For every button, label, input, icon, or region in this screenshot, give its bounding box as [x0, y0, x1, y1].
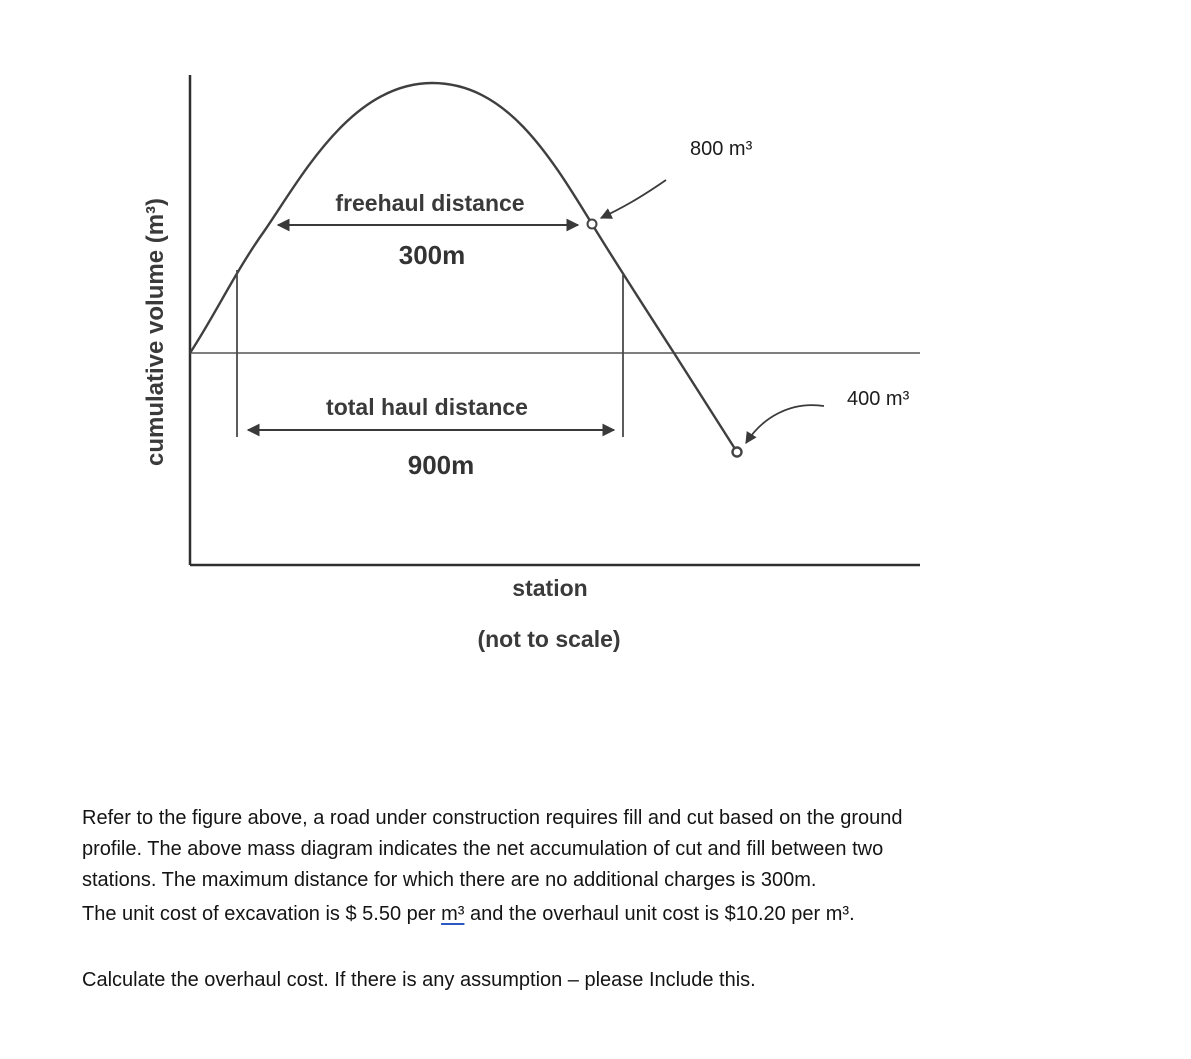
problem-line-3: stations. The maximum distance for which…: [82, 869, 817, 891]
mass-diagram-figure: cumulative volume (m³) freehaul distance…: [142, 75, 920, 652]
mass-diagram-svg: [188, 75, 920, 567]
unit-cost-underlined-unit: m³: [441, 903, 465, 925]
question-line: Calculate the overhaul cost. If there is…: [82, 969, 756, 991]
problem-text: Refer to the figure above, a road under …: [82, 803, 1062, 996]
x-axis-label: station: [512, 575, 588, 601]
freehaul-distance-label: freehaul distance: [335, 190, 525, 216]
problem-line-2: profile. The above mass diagram indicate…: [82, 838, 884, 860]
volume-400-annotation: 400 m³: [847, 388, 910, 410]
mass-curve: [188, 81, 739, 453]
not-to-scale-note: (not to scale): [477, 626, 621, 652]
unit-cost-before: The unit cost of excavation is $ 5.50 pe…: [82, 903, 442, 925]
y-axis-label: cumulative volume (m³): [142, 197, 169, 467]
point-800-marker: [586, 218, 598, 230]
unit-cost-line: The unit cost of excavation is $ 5.50 pe…: [82, 899, 1062, 930]
problem-line-1: Refer to the figure above, a road under …: [82, 807, 903, 829]
point-400-marker: [731, 446, 743, 458]
problem-paragraph: Refer to the figure above, a road under …: [82, 803, 1062, 896]
volume-800-annotation: 800 m³: [690, 138, 753, 160]
total-haul-distance-label: total haul distance: [326, 394, 528, 420]
freehaul-distance-value: 300m: [398, 240, 466, 270]
leader-arrow-400: [745, 404, 825, 444]
unit-cost-after: and the overhaul unit cost is $10.20 per…: [464, 903, 855, 925]
leader-arrow-800: [599, 179, 667, 219]
total-haul-distance-value: 900m: [407, 450, 475, 480]
